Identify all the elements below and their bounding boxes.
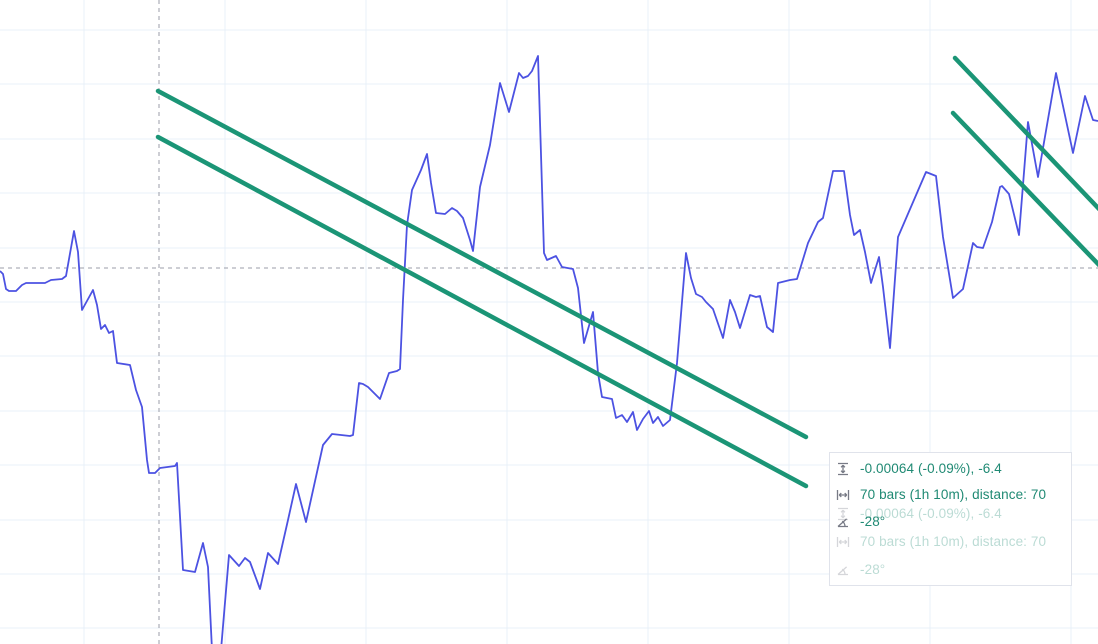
measure-tooltip-text: -28° — [860, 562, 886, 577]
trend-line-channel-1-upper[interactable] — [155, 88, 809, 440]
measure-tooltip-row: -0.00064 (-0.09%), -6.4 — [835, 505, 1002, 522]
measure-tooltip-row: 70 bars (1h 10m), distance: 70 — [835, 486, 1046, 503]
measure-tooltip-row: -0.00064 (-0.09%), -6.4 — [835, 460, 1002, 477]
price-range-icon — [835, 506, 851, 522]
measure-tooltip-text: -0.00064 (-0.09%), -6.4 — [860, 461, 1002, 476]
measure-tooltip-row: -28° — [835, 561, 885, 578]
measure-tooltip-text: -28° — [860, 514, 886, 529]
measure-tooltip: -0.00064 (-0.09%), -6.4 70 bars (1h 10m),… — [829, 452, 1072, 586]
bars-range-icon — [835, 487, 851, 503]
price-range-icon — [835, 461, 851, 477]
angle-icon — [835, 514, 851, 530]
measure-tooltip-text: -0.00064 (-0.09%), -6.4 — [860, 506, 1002, 521]
measure-tooltip-text: 70 bars (1h 10m), distance: 70 — [860, 487, 1047, 502]
measure-tooltip-text: 70 bars (1h 10m), distance: 70 — [860, 534, 1047, 549]
bars-range-icon — [835, 534, 851, 550]
trend-line-channel-2-upper[interactable] — [952, 55, 1098, 212]
price-line-series[interactable] — [0, 55, 1098, 644]
trend-line-channel-2-lower[interactable] — [950, 110, 1098, 268]
trend-line-channel-1-lower[interactable] — [155, 134, 809, 489]
measure-tooltip-row: 70 bars (1h 10m), distance: 70 — [835, 533, 1046, 550]
measure-tooltip-row: -28° — [835, 513, 885, 530]
angle-icon — [835, 562, 851, 578]
